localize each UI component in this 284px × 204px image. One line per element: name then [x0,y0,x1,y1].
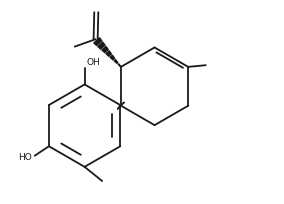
Polygon shape [98,42,105,49]
Polygon shape [110,55,114,60]
Polygon shape [106,51,111,56]
Polygon shape [118,64,121,67]
Text: OH: OH [86,58,100,67]
Polygon shape [94,38,102,45]
Polygon shape [102,47,108,53]
Text: HO: HO [18,153,32,162]
Polygon shape [117,102,124,109]
Polygon shape [114,60,118,63]
